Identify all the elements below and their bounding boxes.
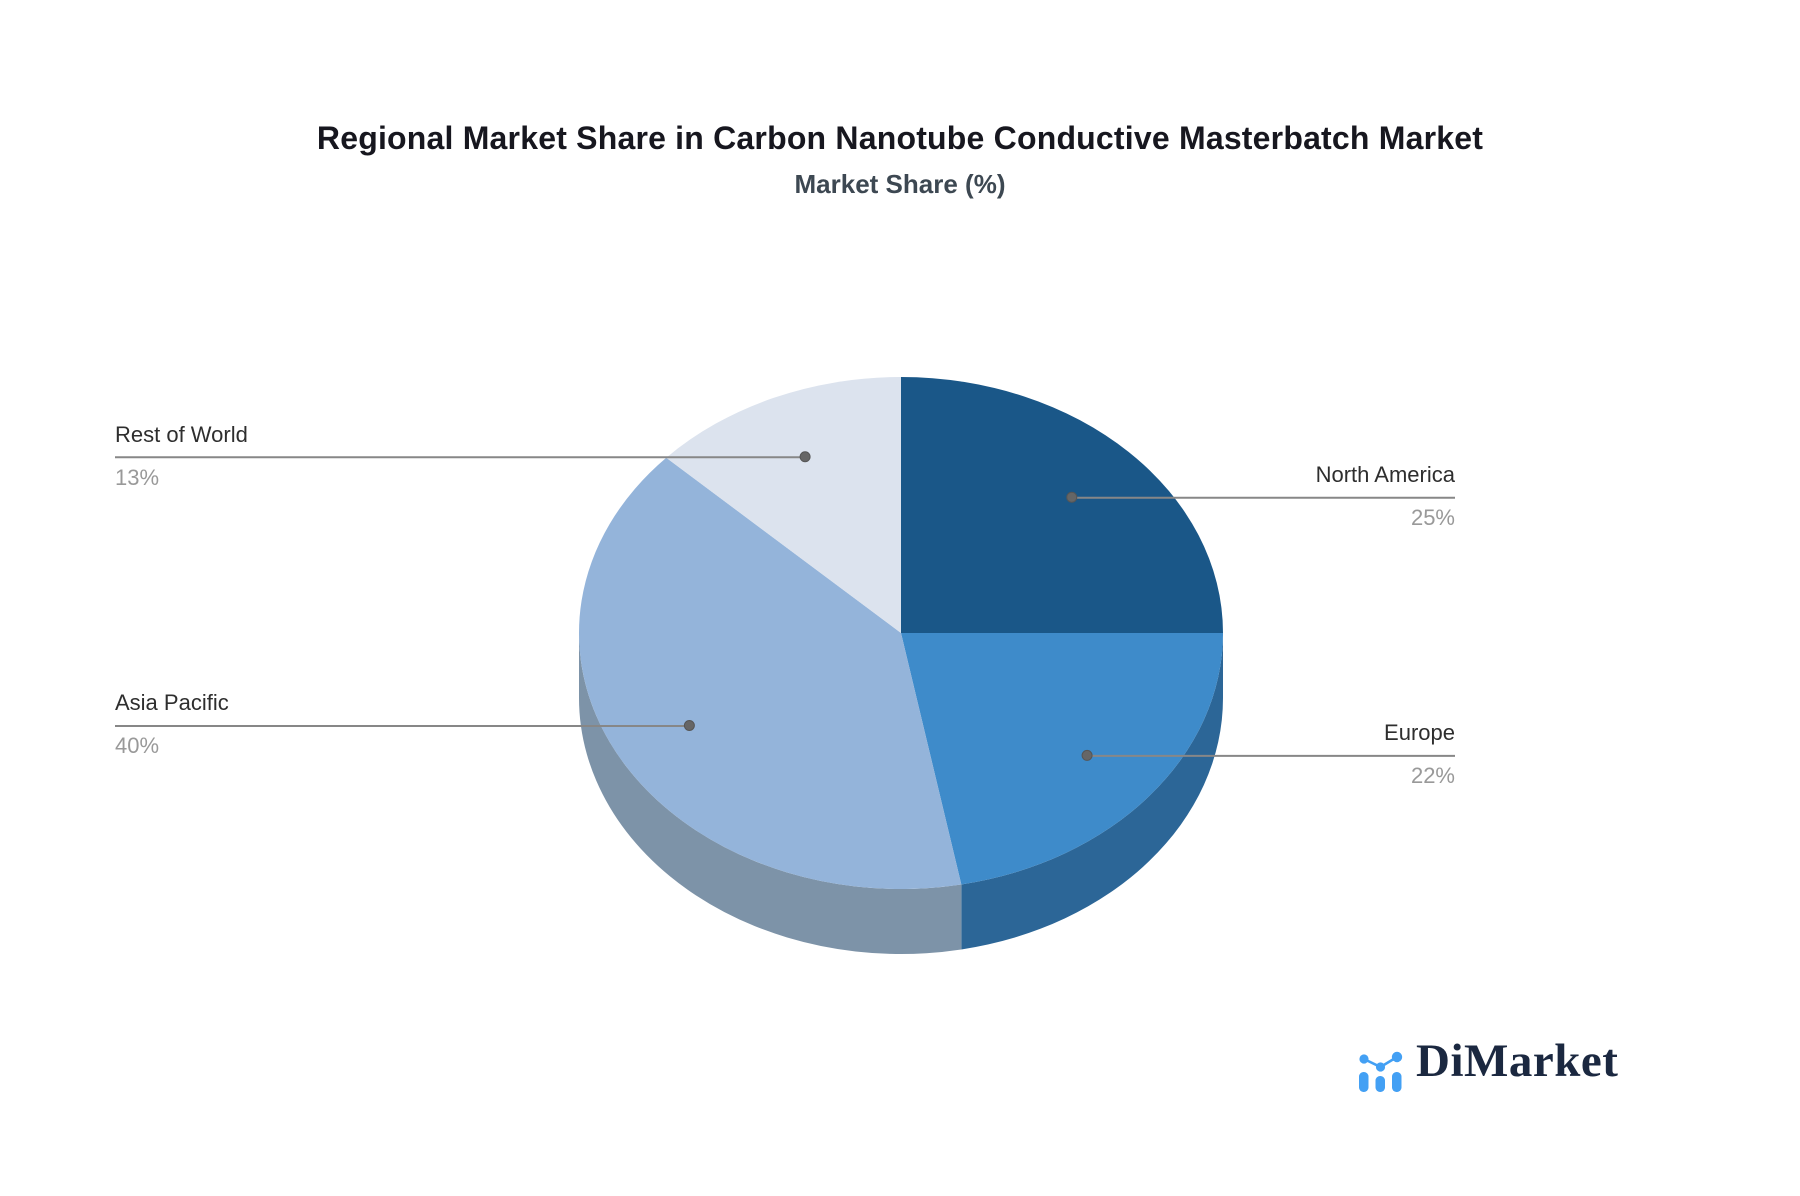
pie-slice-label: Asia Pacific 40% bbox=[115, 689, 535, 759]
leader-dot bbox=[1066, 491, 1078, 503]
pie-slice-north-america[interactable] bbox=[901, 377, 1223, 633]
slice-name: Rest of World bbox=[115, 421, 248, 447]
leader-dot bbox=[1081, 749, 1093, 761]
pie-slice-rest-of-world[interactable] bbox=[666, 377, 901, 633]
pie-slice-label: Europe 22% bbox=[1035, 719, 1455, 789]
brand-logo-text: DiMarket bbox=[1416, 1035, 1619, 1087]
pie-slice-europe[interactable] bbox=[901, 633, 1223, 885]
slice-name: North America bbox=[1315, 462, 1455, 488]
pie-slice-label: North America 25% bbox=[1035, 461, 1455, 531]
slice-percentage: 40% bbox=[115, 733, 160, 759]
pie-slice-asia-pacific[interactable] bbox=[579, 457, 962, 889]
pie-slice-label: Rest of World 13% bbox=[115, 421, 535, 491]
pie-slice-side bbox=[579, 633, 962, 954]
chart-title: Regional Market Share in Carbon Nanotube… bbox=[316, 120, 1484, 156]
chart-subtitle: Market Share (%) bbox=[794, 169, 1006, 199]
leader-dot bbox=[799, 451, 811, 463]
slice-percentage: 13% bbox=[115, 464, 160, 490]
brand-logo: DiMarket bbox=[1356, 1036, 1618, 1094]
leader-dot bbox=[683, 719, 695, 731]
slice-percentage: 22% bbox=[1410, 763, 1455, 789]
pie-slice-side bbox=[961, 633, 1223, 950]
bar-chart-logo-icon bbox=[1359, 1051, 1403, 1092]
slice-name: Asia Pacific bbox=[115, 690, 229, 716]
slice-percentage: 25% bbox=[1410, 505, 1455, 531]
slice-name: Europe bbox=[1384, 720, 1455, 746]
